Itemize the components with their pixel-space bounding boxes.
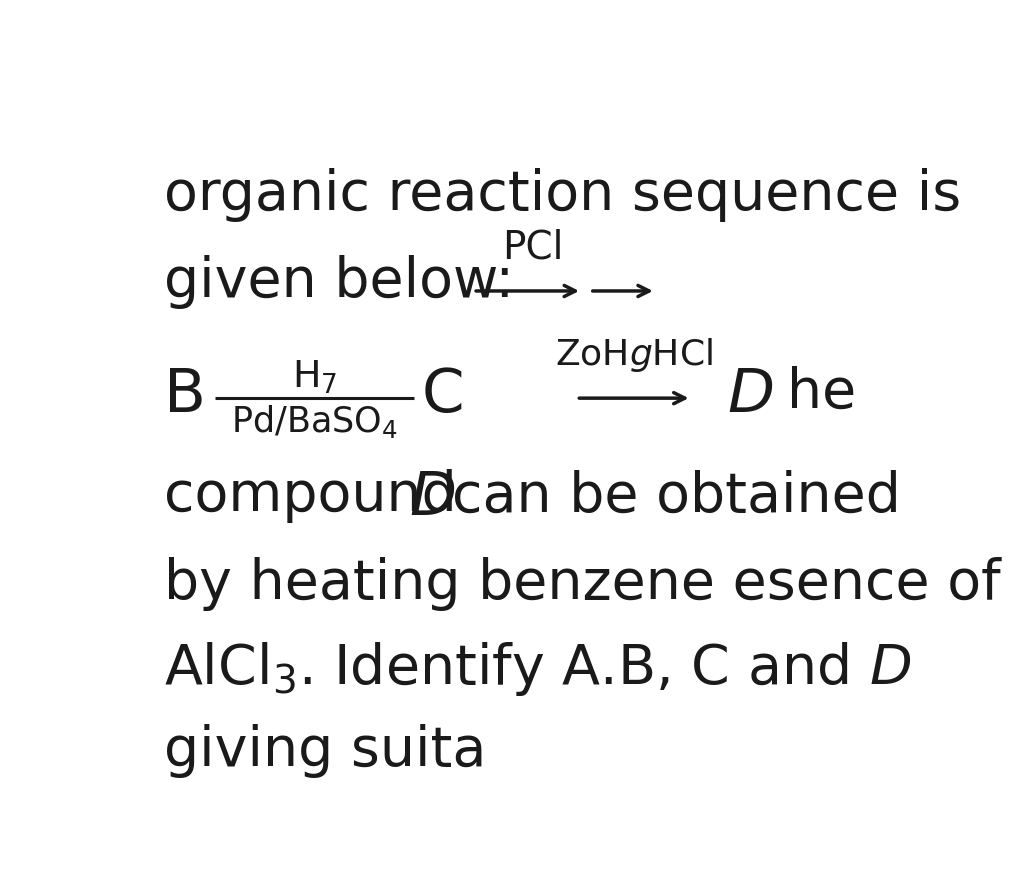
Text: he: he bbox=[786, 365, 856, 419]
Text: can be obtained: can be obtained bbox=[452, 469, 901, 523]
Text: PCl: PCl bbox=[502, 229, 563, 266]
Text: B: B bbox=[164, 365, 206, 424]
Text: Pd/BaSO$_4$: Pd/BaSO$_4$ bbox=[231, 402, 398, 439]
Text: AlCl$_3$. Identify A.B, C and $D$: AlCl$_3$. Identify A.B, C and $D$ bbox=[164, 640, 911, 698]
Text: C: C bbox=[422, 365, 464, 424]
Text: organic reaction sequence is: organic reaction sequence is bbox=[164, 168, 961, 222]
Text: given below:: given below: bbox=[164, 255, 514, 308]
Text: $D$: $D$ bbox=[727, 365, 773, 424]
Text: ZoH$g$HCl: ZoH$g$HCl bbox=[555, 335, 714, 374]
Text: $D$: $D$ bbox=[409, 469, 455, 527]
Text: giving suita: giving suita bbox=[164, 723, 486, 777]
Text: H$_7$: H$_7$ bbox=[292, 358, 337, 395]
Text: compound: compound bbox=[164, 469, 474, 523]
Text: by heating benzene esence of: by heating benzene esence of bbox=[164, 556, 1000, 610]
